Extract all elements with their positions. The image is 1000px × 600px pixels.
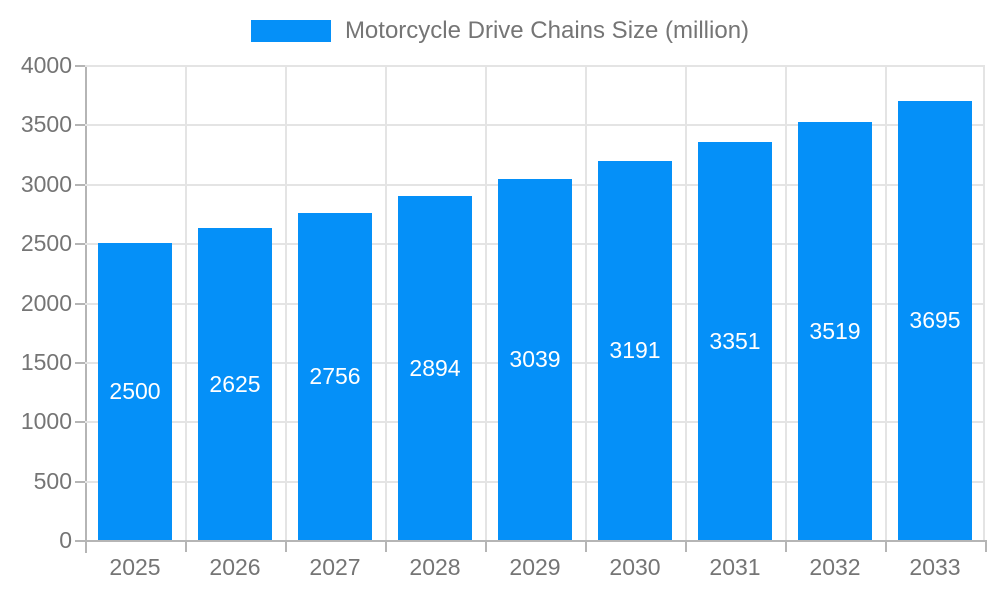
y-tick xyxy=(75,302,85,305)
x-tick-label: 2031 xyxy=(709,554,761,580)
y-tick-label: 3500 xyxy=(20,111,72,138)
bar[interactable]: 3191 xyxy=(598,161,672,540)
y-tick xyxy=(75,540,85,542)
bar-value-label: 3191 xyxy=(609,337,661,364)
y-tick-label: 1500 xyxy=(20,348,72,375)
x-tick-label: 2029 xyxy=(509,554,561,580)
v-gridline xyxy=(385,65,387,540)
bar-value-label: 3695 xyxy=(909,307,961,334)
x-tick xyxy=(485,540,487,552)
h-gridline xyxy=(85,124,985,127)
bar-value-label: 2894 xyxy=(409,354,461,381)
bar-value-label: 3039 xyxy=(509,346,561,373)
x-tick-label: 2033 xyxy=(909,554,961,580)
x-tick xyxy=(785,540,787,552)
plot-area: 2500 2625 2756 2894 3039 3191 3351 3519 3695 xyxy=(85,65,985,540)
x-tick-label: 2030 xyxy=(609,554,661,580)
y-tick-label: 500 xyxy=(33,467,72,494)
bar[interactable]: 3039 xyxy=(498,179,572,540)
y-tick xyxy=(75,421,85,424)
v-gridline xyxy=(685,65,687,540)
v-gridline xyxy=(285,65,287,540)
y-tick xyxy=(75,65,85,67)
x-tick-label: 2028 xyxy=(409,554,461,580)
bar[interactable]: 3519 xyxy=(798,122,872,540)
y-tick xyxy=(75,183,85,186)
x-tick xyxy=(885,540,887,552)
y-tick xyxy=(75,480,85,483)
bar-value-label: 2756 xyxy=(309,362,361,389)
bar[interactable]: 3351 xyxy=(698,142,772,540)
v-gridline xyxy=(585,65,587,540)
bar-value-label: 2500 xyxy=(109,378,161,405)
y-tick xyxy=(75,243,85,246)
x-tick xyxy=(985,540,987,552)
x-tick xyxy=(85,540,87,552)
y-tick-label: 4000 xyxy=(20,52,72,78)
y-tick-label: 2000 xyxy=(20,289,72,316)
x-tick xyxy=(285,540,287,552)
v-gridline xyxy=(983,65,985,540)
x-tick xyxy=(385,540,387,552)
v-gridline xyxy=(885,65,887,540)
bar-value-label: 3351 xyxy=(709,327,761,354)
y-tick xyxy=(75,124,85,127)
x-tick-label: 2026 xyxy=(209,554,261,580)
x-axis-line xyxy=(75,540,985,542)
y-tick-label: 0 xyxy=(59,527,72,553)
y-tick xyxy=(75,361,85,364)
x-tick-label: 2027 xyxy=(309,554,361,580)
bar[interactable]: 3695 xyxy=(898,101,972,540)
h-gridline xyxy=(85,65,985,67)
x-tick xyxy=(685,540,687,552)
x-tick xyxy=(585,540,587,552)
x-tick xyxy=(185,540,187,552)
x-tick-label: 2032 xyxy=(809,554,861,580)
v-gridline xyxy=(185,65,187,540)
x-tick-label: 2025 xyxy=(109,554,161,580)
y-tick-label: 3000 xyxy=(20,170,72,197)
legend-label: Motorcycle Drive Chains Size (million) xyxy=(344,17,750,44)
bar-value-label: 2625 xyxy=(209,370,261,397)
y-tick-label: 1000 xyxy=(20,408,72,435)
bar-value-label: 3519 xyxy=(809,317,861,344)
bar[interactable]: 2894 xyxy=(398,196,472,540)
v-gridline xyxy=(785,65,787,540)
bar[interactable]: 2756 xyxy=(298,212,372,540)
legend-swatch-icon xyxy=(250,20,331,42)
bar[interactable]: 2625 xyxy=(198,228,272,540)
bar[interactable]: 2500 xyxy=(98,243,172,540)
y-axis-line xyxy=(85,65,87,553)
legend[interactable]: Motorcycle Drive Chains Size (million) xyxy=(0,17,1000,45)
v-gridline xyxy=(485,65,487,540)
y-tick-label: 2500 xyxy=(20,230,72,257)
